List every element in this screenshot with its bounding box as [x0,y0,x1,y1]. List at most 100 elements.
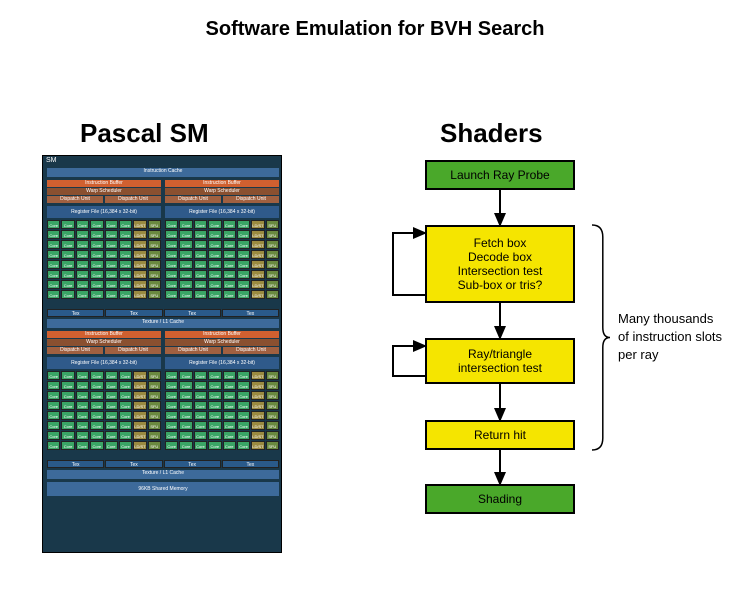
core-cell: Core [90,270,103,279]
core-cell: Core [194,230,207,239]
shaders-label: Shaders [440,118,543,149]
core-cell: LD/ST [133,421,146,430]
core-cell: Core [223,240,236,249]
core-cell: SFU [148,421,161,430]
core-cell: Core [223,230,236,239]
core-cell: Core [223,441,236,450]
core-cell: SFU [148,371,161,380]
core-cell: Core [61,230,74,239]
core-cell: Core [165,280,178,289]
core-cell: LD/ST [251,431,264,440]
core-cell: Core [194,441,207,450]
core-cell: LD/ST [133,270,146,279]
core-cell: Core [47,230,60,239]
pascal-sm-diagram: SMInstruction CacheInstruction BufferWar… [42,155,282,553]
core-cell: Core [90,240,103,249]
inst-buffer: Instruction Buffer [47,180,161,187]
warp-sched: Warp Scheduler [47,188,161,195]
core-cell: SFU [148,270,161,279]
core-cell: Core [105,411,118,420]
core-cell: Core [208,260,221,269]
core-cell: SFU [148,260,161,269]
core-cell: SFU [148,280,161,289]
core-cell: Core [76,381,89,390]
core-cell: Core [179,401,192,410]
core-cell: Core [165,371,178,380]
tex-row: TexTexTexTex [47,309,279,317]
core-cell: Core [165,230,178,239]
core-cell: Core [194,411,207,420]
core-grid: CoreCoreCoreCoreCoreCoreLD/STSFUCoreCore… [47,220,161,299]
core-cell: LD/ST [133,230,146,239]
core-cell: Core [47,250,60,259]
core-grid: CoreCoreCoreCoreCoreCoreLD/STSFUCoreCore… [165,220,279,299]
core-cell: Core [119,431,132,440]
core-cell: Core [208,391,221,400]
core-cell: LD/ST [251,270,264,279]
core-cell: Core [90,401,103,410]
core-cell: Core [105,230,118,239]
core-cell: Core [237,441,250,450]
core-cell: Core [237,381,250,390]
core-cell: Core [119,391,132,400]
core-cell: Core [47,260,60,269]
flow-box-raytri: Ray/triangleintersection test [425,338,575,384]
core-cell: Core [119,371,132,380]
core-grid: CoreCoreCoreCoreCoreCoreLD/STSFUCoreCore… [47,371,161,450]
core-cell: Core [105,240,118,249]
dispatch: Dispatch Unit [165,196,221,203]
core-cell: Core [179,230,192,239]
flow-box-fetch: Fetch boxDecode boxIntersection testSub-… [425,225,575,303]
core-cell: Core [237,431,250,440]
flow-box-launch: Launch Ray Probe [425,160,575,190]
core-cell: Core [47,391,60,400]
core-cell: Core [223,290,236,299]
core-cell: Core [237,250,250,259]
core-cell: LD/ST [251,441,264,450]
core-cell: Core [105,421,118,430]
core-cell: LD/ST [251,280,264,289]
core-cell: Core [179,290,192,299]
core-cell: LD/ST [133,401,146,410]
core-cell: Core [47,431,60,440]
page-title: Software Emulation for BVH Search [0,0,750,41]
tex-l1: Texture / L1 Cache [47,319,279,328]
core-cell: Core [237,280,250,289]
core-cell: Core [61,391,74,400]
core-cell: Core [208,371,221,380]
tex-cell: Tex [164,309,221,317]
core-cell: Core [76,411,89,420]
core-cell: Core [105,431,118,440]
core-cell: Core [237,220,250,229]
core-cell: Core [223,421,236,430]
core-cell: Core [61,270,74,279]
core-cell: Core [208,230,221,239]
core-cell: LD/ST [251,260,264,269]
core-cell: Core [76,431,89,440]
dispatch: Dispatch Unit [105,196,161,203]
core-cell: Core [208,250,221,259]
core-cell: SFU [148,441,161,450]
core-cell: Core [61,411,74,420]
core-cell: Core [194,401,207,410]
core-cell: Core [237,411,250,420]
warp-sched: Warp Scheduler [165,188,279,195]
core-cell: Core [194,431,207,440]
core-cell: LD/ST [251,421,264,430]
core-cell: LD/ST [251,290,264,299]
core-cell: Core [179,260,192,269]
core-cell: Core [237,270,250,279]
core-cell: Core [105,250,118,259]
core-cell: Core [208,220,221,229]
core-cell: Core [237,391,250,400]
tex-row: TexTexTexTex [47,460,279,468]
core-cell: Core [76,220,89,229]
core-cell: Core [47,220,60,229]
core-cell: Core [61,431,74,440]
core-cell: SFU [266,270,279,279]
regfile: Register File (16,384 x 32-bit) [165,357,279,369]
core-cell: Core [179,250,192,259]
core-cell: LD/ST [251,411,264,420]
core-cell: SFU [148,391,161,400]
core-cell: Core [47,401,60,410]
